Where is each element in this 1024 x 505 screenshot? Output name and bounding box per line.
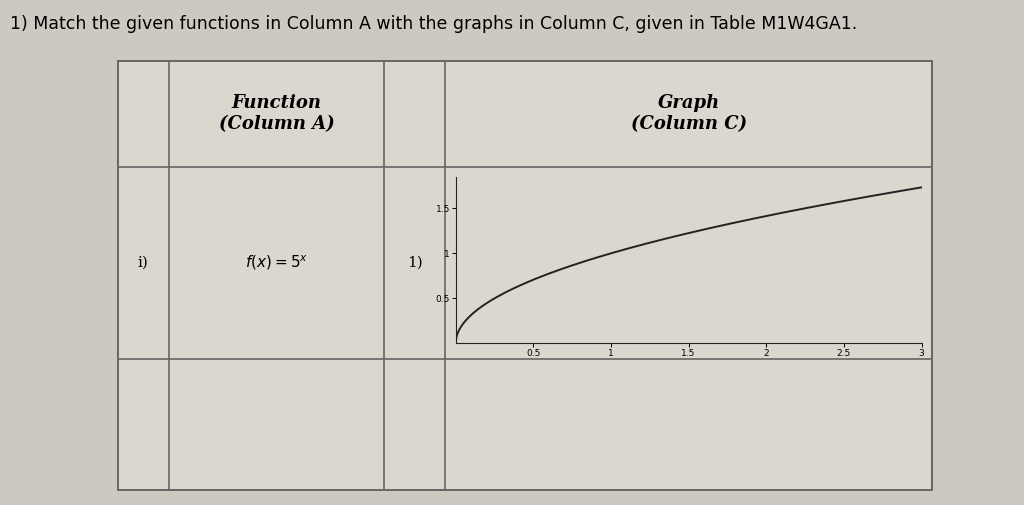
Text: 1): 1) [407, 256, 423, 270]
Text: Graph
(Column C): Graph (Column C) [631, 94, 746, 133]
FancyBboxPatch shape [118, 61, 932, 490]
Text: $f(x) = 5^x$: $f(x) = 5^x$ [245, 254, 308, 272]
Text: 1) Match the given functions in Column A with the graphs in Column C, given in T: 1) Match the given functions in Column A… [10, 15, 857, 33]
Text: Function
(Column A): Function (Column A) [218, 94, 335, 133]
Text: i): i) [138, 256, 148, 270]
